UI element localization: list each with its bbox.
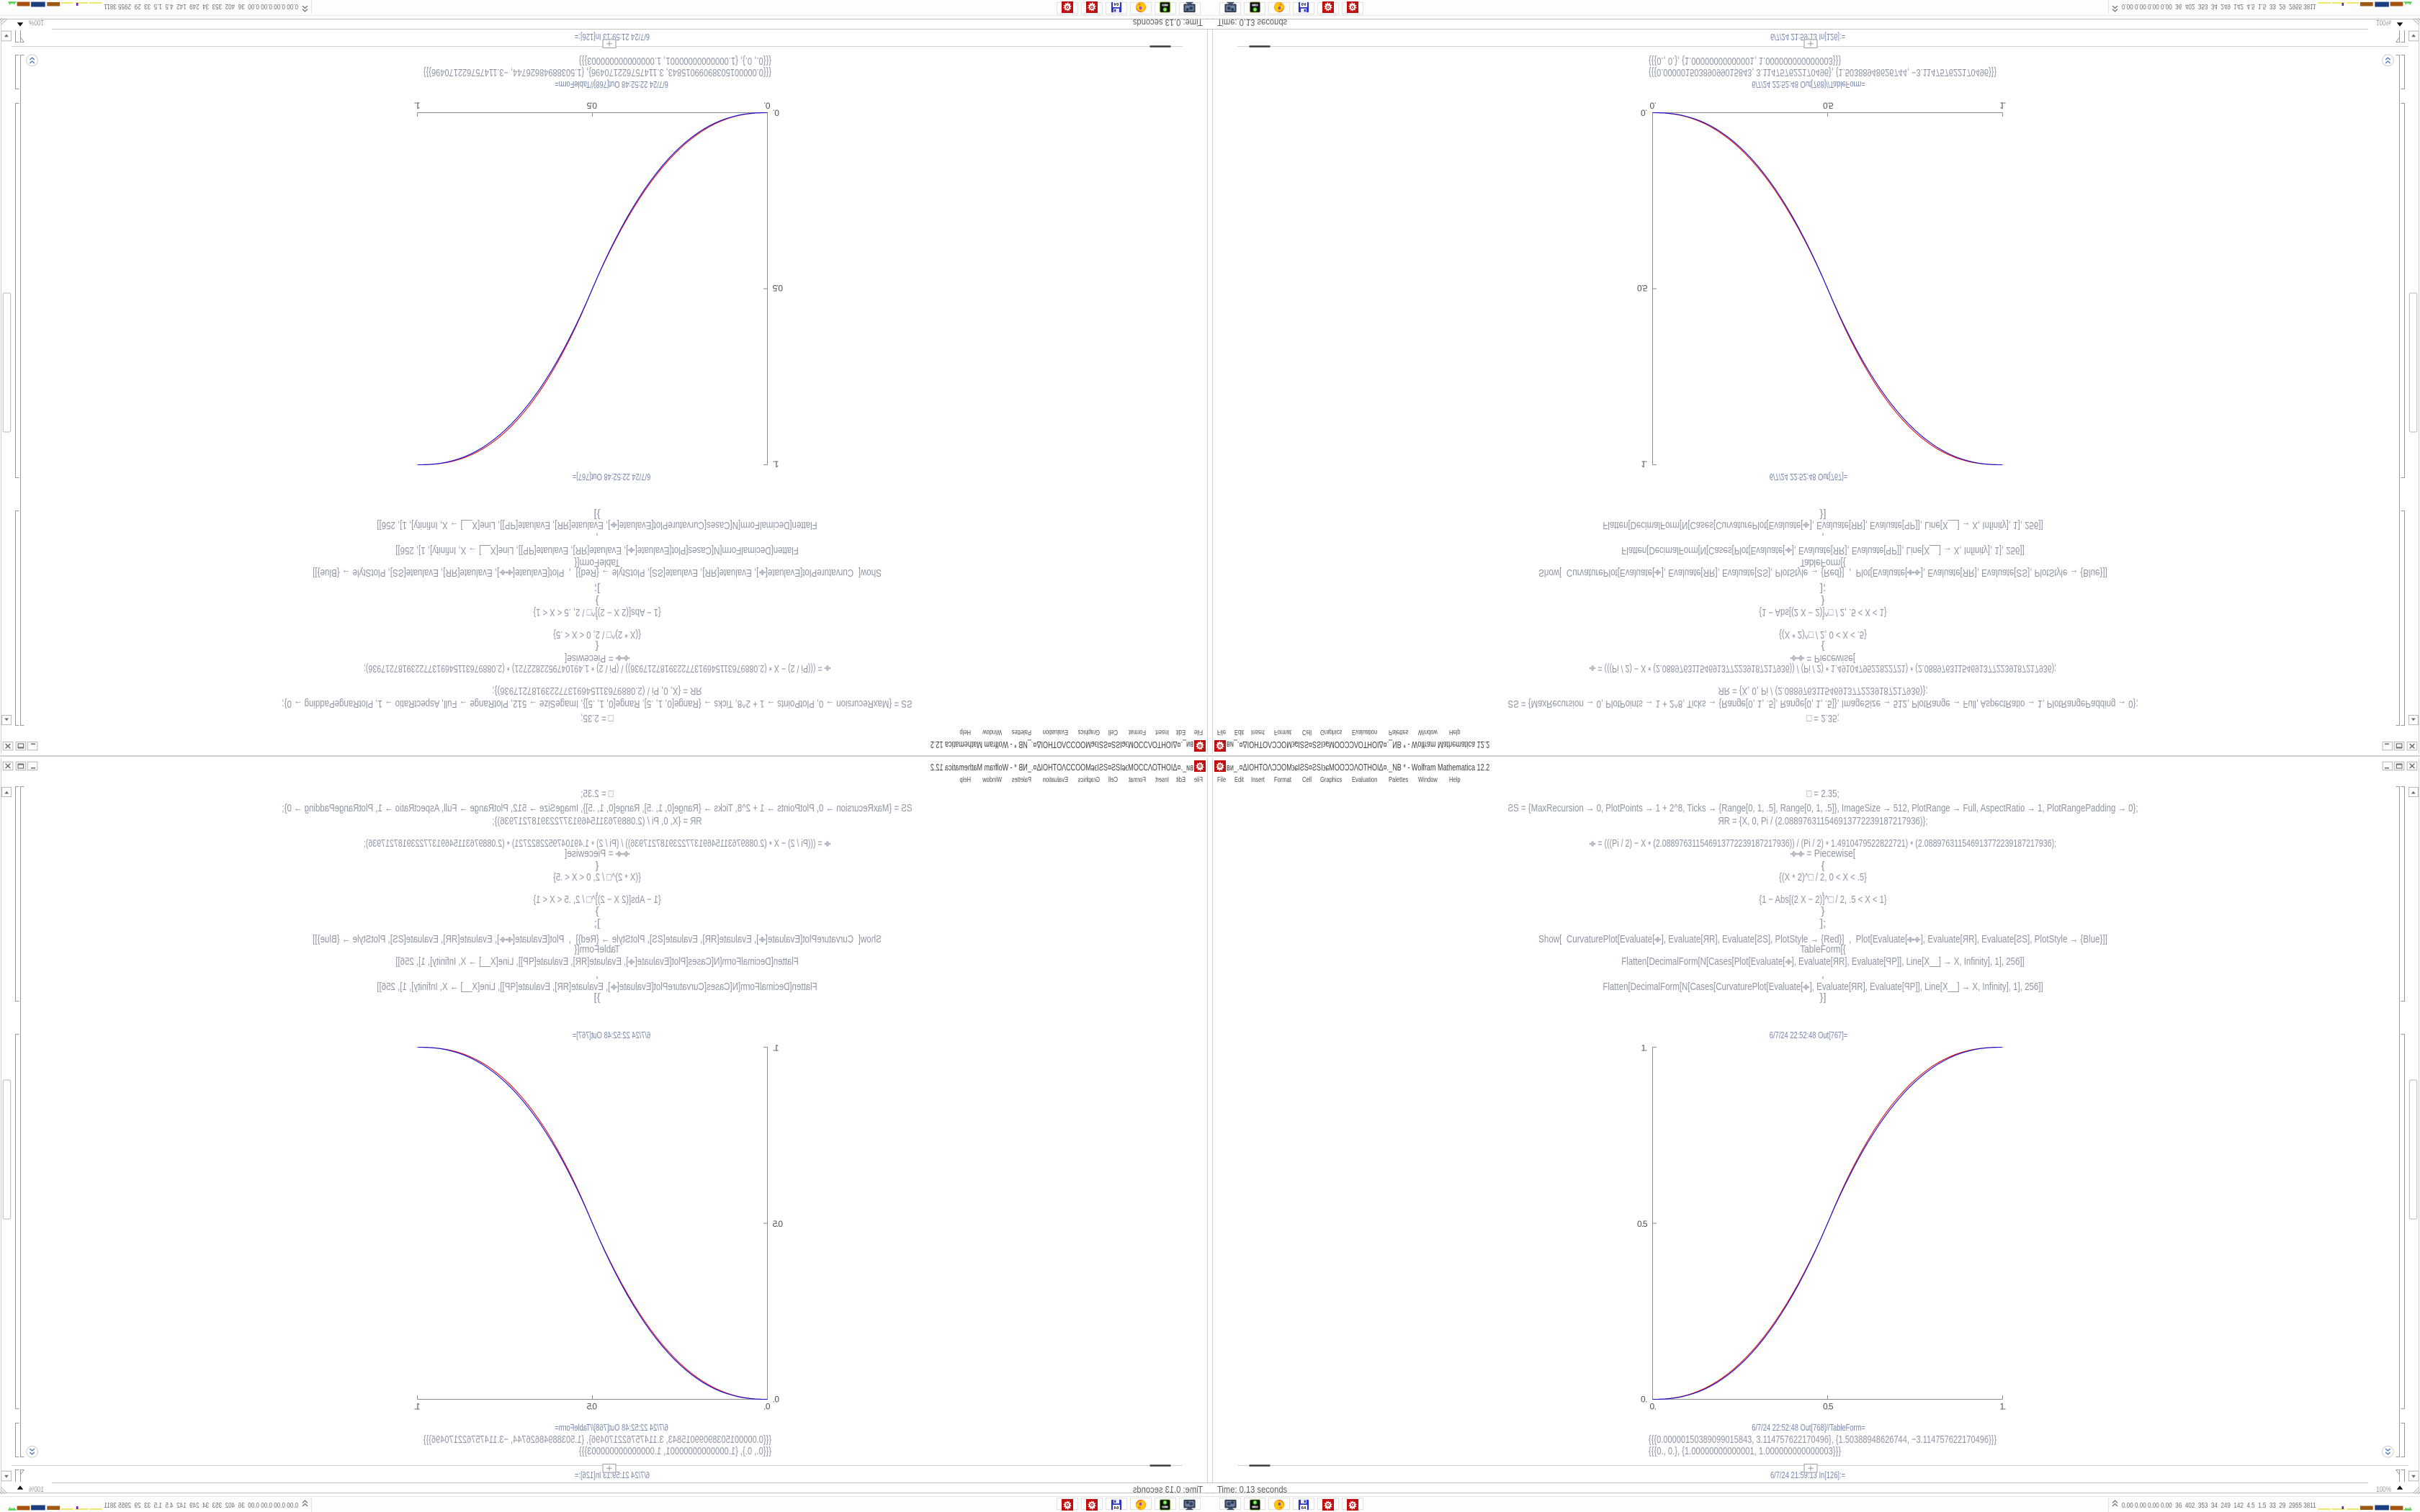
svg-text:1.: 1. (773, 1043, 779, 1053)
svg-text:0.5: 0.5 (772, 1219, 783, 1229)
svg-text:0.: 0. (1641, 108, 1648, 118)
svg-text:0.5: 0.5 (586, 101, 597, 111)
svg-text:1.: 1. (2000, 101, 2007, 111)
svg-text:64: 64 (1113, 1, 1119, 6)
svg-text:0.: 0. (1650, 101, 1657, 111)
svg-text:1.: 1. (773, 459, 779, 469)
svg-text:1.: 1. (1641, 1043, 1648, 1053)
svg-text:0.: 0. (773, 108, 780, 118)
svg-text:1.: 1. (1641, 459, 1648, 469)
svg-text:0.5: 0.5 (1637, 283, 1648, 293)
svg-text:0.: 0. (1641, 1395, 1648, 1405)
svg-text:64: 64 (1301, 1, 1307, 6)
svg-text:0.5: 0.5 (772, 283, 783, 293)
svg-text:64: 64 (1113, 1506, 1119, 1511)
svg-text:0.5: 0.5 (1823, 1402, 1834, 1412)
svg-text:0.: 0. (763, 1402, 771, 1412)
svg-text:0.: 0. (763, 101, 771, 111)
svg-text:0.5: 0.5 (1637, 1219, 1648, 1229)
svg-text:0.5: 0.5 (586, 1402, 597, 1412)
svg-text:64: 64 (1301, 1506, 1307, 1511)
svg-text:0.5: 0.5 (1823, 101, 1834, 111)
svg-text:1.: 1. (414, 1402, 421, 1412)
svg-text:0.: 0. (773, 1395, 780, 1405)
svg-text:1.: 1. (414, 101, 421, 111)
svg-text:0.: 0. (1650, 1402, 1657, 1412)
svg-text:1.: 1. (2000, 1402, 2007, 1412)
